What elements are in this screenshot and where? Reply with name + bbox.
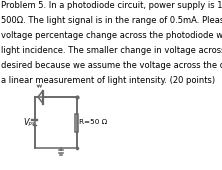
Text: R=50 Ω: R=50 Ω [79,120,107,125]
Text: Problem 5. In a photodiode circuit, power supply is 1.5V, the resistor is: Problem 5. In a photodiode circuit, powe… [1,1,222,10]
Text: a linear measurement of light intensity. (20 points): a linear measurement of light intensity.… [1,76,215,85]
Text: 500Ω. The light signal is in the range of 0.5mA. Please calculate the: 500Ω. The light signal is in the range o… [1,16,222,25]
Bar [75,114,78,132]
Text: voltage percentage change across the photodiode with and without: voltage percentage change across the pho… [1,31,222,40]
Text: Vₚₛ: Vₚₛ [24,118,36,127]
Text: light incidence. The smaller change in voltage across the photodiode is: light incidence. The smaller change in v… [1,46,222,55]
Text: desired because we assume the voltage across the diode is constant for: desired because we assume the voltage ac… [1,61,222,70]
